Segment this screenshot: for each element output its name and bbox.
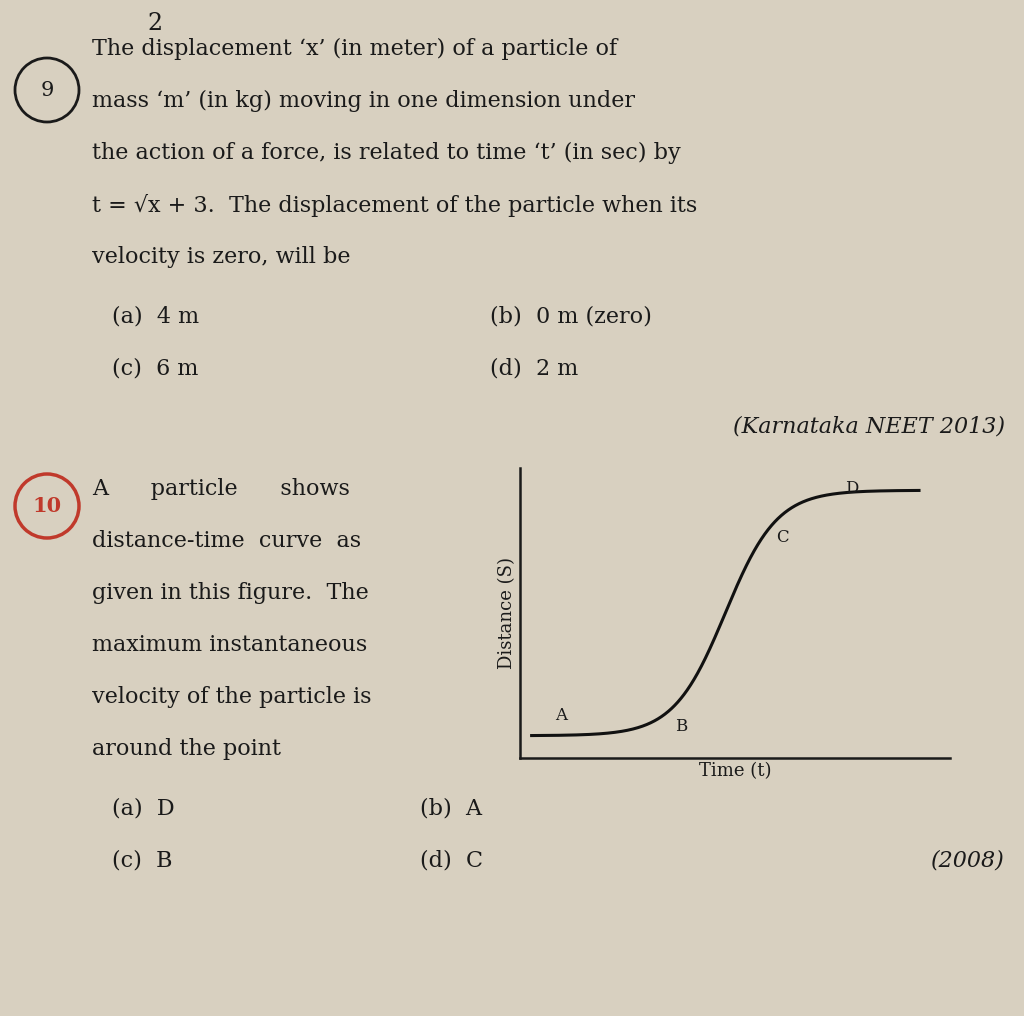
Text: (d)  2 m: (d) 2 m [490, 358, 579, 380]
Text: (a)  4 m: (a) 4 m [112, 306, 199, 328]
Text: (b)  A: (b) A [420, 798, 482, 820]
Text: 10: 10 [33, 496, 61, 516]
Text: velocity of the particle is: velocity of the particle is [92, 686, 372, 708]
Text: (d)  C: (d) C [420, 850, 483, 872]
Text: A: A [555, 707, 567, 724]
X-axis label: Time (t): Time (t) [698, 762, 771, 780]
Text: mass ‘m’ (in kg) moving in one dimension under: mass ‘m’ (in kg) moving in one dimension… [92, 90, 635, 112]
Text: velocity is zero, will be: velocity is zero, will be [92, 246, 350, 268]
Text: (2008): (2008) [931, 850, 1005, 872]
Text: C: C [775, 529, 788, 547]
Text: B: B [675, 718, 687, 735]
Text: around the point: around the point [92, 738, 281, 760]
Text: (Karnataka NEET 2013): (Karnataka NEET 2013) [733, 416, 1005, 438]
Text: (c)  B: (c) B [112, 850, 172, 872]
Text: The displacement ‘x’ (in meter) of a particle of: The displacement ‘x’ (in meter) of a par… [92, 38, 617, 60]
Text: (c)  6 m: (c) 6 m [112, 358, 199, 380]
Text: D: D [846, 480, 859, 497]
Y-axis label: Distance (S): Distance (S) [498, 557, 516, 669]
Text: 9: 9 [40, 80, 53, 100]
Text: t = √x + 3.  The displacement of the particle when its: t = √x + 3. The displacement of the part… [92, 194, 697, 217]
Text: (a)  D: (a) D [112, 798, 175, 820]
Text: distance-time  curve  as: distance-time curve as [92, 530, 361, 552]
Text: the action of a force, is related to time ‘t’ (in sec) by: the action of a force, is related to tim… [92, 142, 681, 165]
Text: 2: 2 [147, 12, 163, 35]
Text: (b)  0 m (zero): (b) 0 m (zero) [490, 306, 652, 328]
Text: maximum instantaneous: maximum instantaneous [92, 634, 368, 656]
Text: given in this figure.  The: given in this figure. The [92, 582, 369, 604]
Text: A      particle      shows: A particle shows [92, 478, 350, 500]
